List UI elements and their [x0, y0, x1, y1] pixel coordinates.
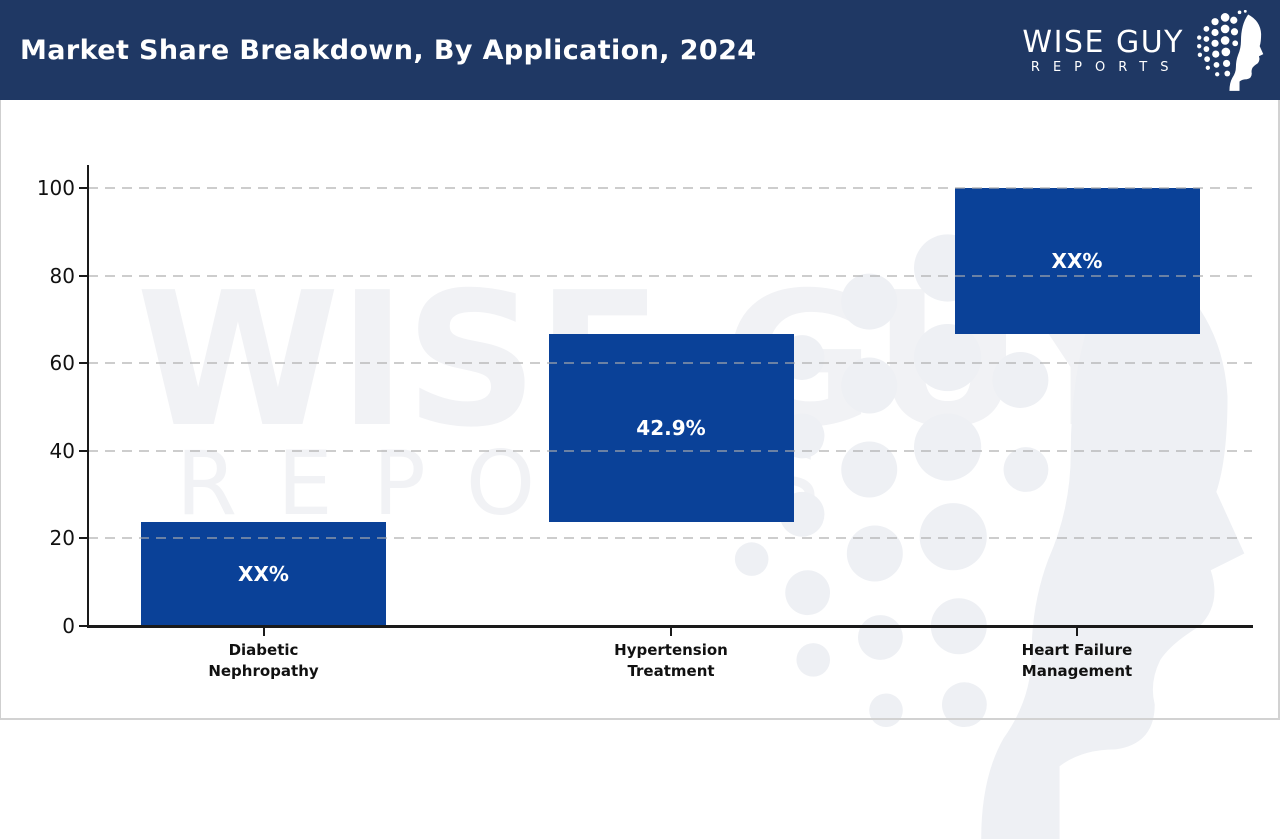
category-label-2: Hypertension Treatment	[551, 640, 791, 682]
category-label-3-line-2: Management	[1021, 662, 1133, 680]
category-label-1-line-1: Diabetic	[228, 641, 299, 659]
y-tick-label-40: 40	[49, 438, 75, 463]
wiseguy-logo: WISE GUY REPORTS	[1022, 0, 1264, 100]
header-bar: Market Share Breakdown, By Application, …	[0, 0, 1280, 100]
bar-3: XX%	[954, 188, 1200, 334]
gridline-100	[88, 187, 1252, 189]
y-tick-label-100: 100	[36, 176, 75, 200]
x-tick-3	[1076, 628, 1078, 636]
y-tick-label-20: 20	[49, 526, 75, 551]
chart-area: XX% 42.9% XX% 0 20 40 60 80 100 Diabetic Nephropat…	[36, 165, 1253, 682]
page-title: Market Share Breakdown, By Application, …	[20, 34, 757, 66]
y-axis-spine	[87, 165, 89, 627]
category-label-1-line-2: Nephropathy	[208, 662, 319, 680]
x-tick-2	[670, 628, 672, 636]
logo-subtitle: REPORTS	[1030, 59, 1182, 75]
bar-label-1: XX%	[238, 561, 289, 586]
category-label-3: Heart Failure Management	[957, 640, 1197, 682]
y-tick-20	[79, 537, 87, 540]
y-tick-label-60: 60	[49, 351, 75, 376]
category-label-3-line-1: Heart Failure	[1021, 641, 1133, 659]
y-tick-60	[79, 362, 87, 365]
y-tick-40	[79, 449, 87, 452]
gridline-40	[88, 449, 1252, 452]
x-axis-line	[87, 625, 1253, 628]
bar-label-2: 42.9%	[636, 415, 706, 440]
logo-head-icon	[1197, 9, 1264, 91]
gridline-20	[88, 537, 1252, 540]
y-tick-label-0: 0	[62, 614, 75, 638]
y-tick-100	[79, 187, 87, 189]
bar-2: 42.9%	[548, 333, 794, 522]
logo-text: WISE GUY REPORTS	[1022, 26, 1184, 75]
x-tick-1	[262, 628, 265, 636]
logo-wordmark: WISE GUY	[1022, 24, 1184, 60]
y-tick-0	[79, 625, 87, 627]
gridline-80	[88, 274, 1252, 277]
y-tick-80	[79, 274, 87, 277]
category-label-2-line-2: Treatment	[627, 662, 715, 680]
category-label-1: Diabetic Nephropathy	[144, 640, 384, 682]
category-label-2-line-1: Hypertension	[614, 641, 728, 659]
gridline-60	[88, 362, 1252, 365]
bar-label-3: XX%	[1051, 248, 1103, 273]
y-tick-label-80: 80	[49, 263, 75, 288]
